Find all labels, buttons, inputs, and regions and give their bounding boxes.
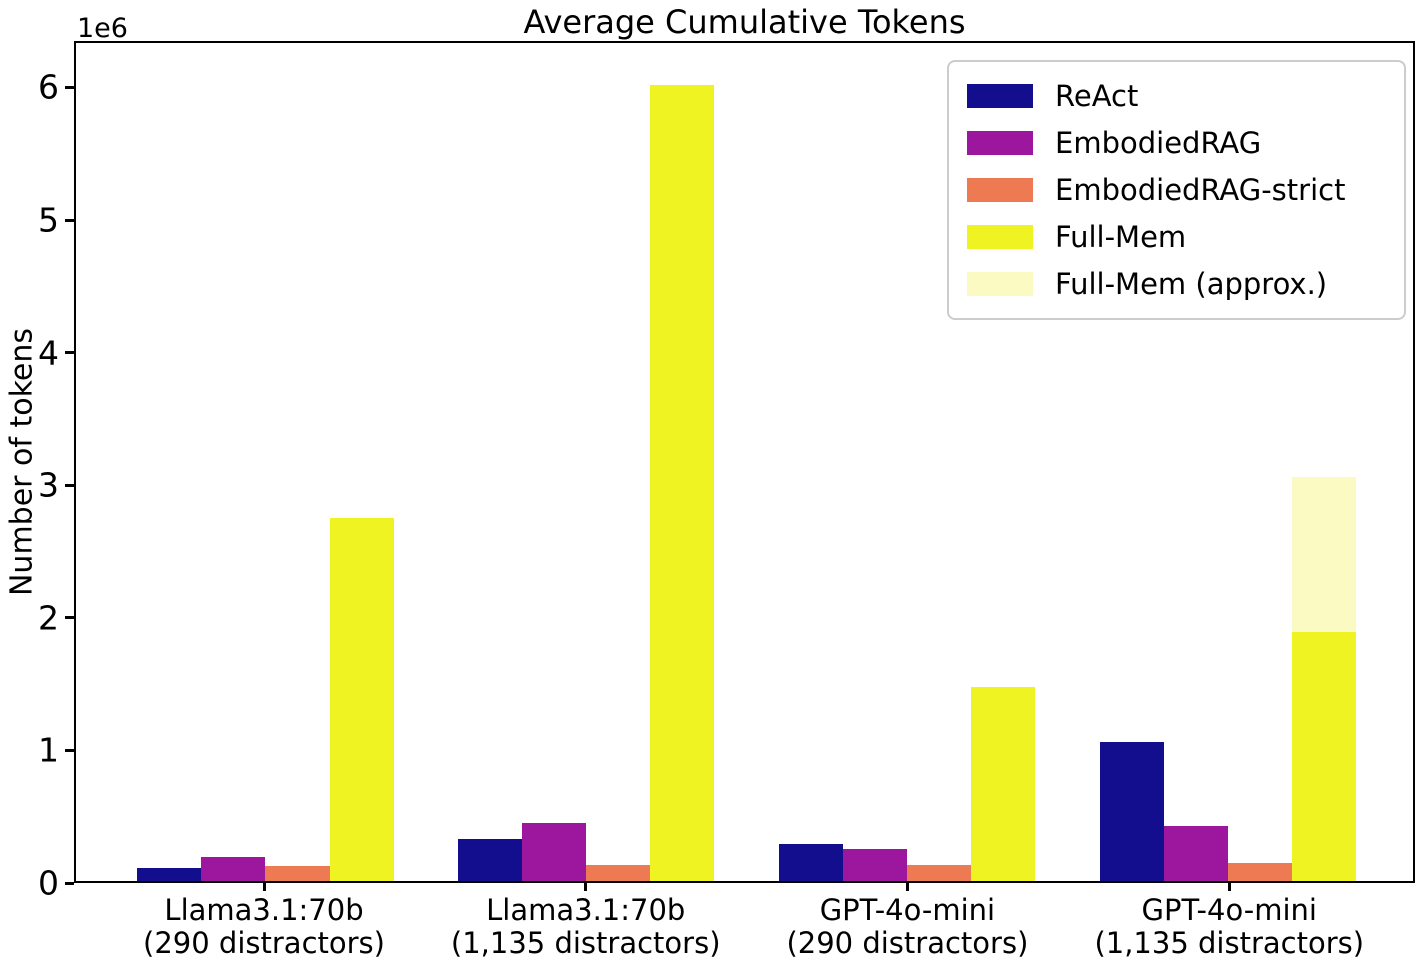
bar-embodiedrag-strict-group3 (906, 864, 972, 881)
bar-embodiedrag-group4 (1163, 826, 1228, 881)
y-tick-label: 5 (38, 200, 59, 240)
x-tick-label-group1: Llama3.1:70b (290 distractors) (143, 893, 385, 961)
legend-item-full-mem: Full-Mem (967, 220, 1386, 254)
y-tick-label: 1 (38, 730, 59, 770)
bar-full-mem-group1 (329, 518, 394, 881)
bar-embodiedrag-group1 (201, 856, 266, 881)
x-tick-mark (262, 883, 266, 891)
legend-label: EmbodiedRAG-strict (1055, 172, 1346, 207)
legend-swatch-embodiedrag (967, 130, 1033, 155)
bar-full-mem-approx-group4 (1291, 477, 1357, 632)
bar-react-group3 (778, 844, 843, 881)
legend-item-full-mem-approx: Full-Mem (approx.) (967, 267, 1386, 301)
legend-swatch-full-mem-approx (967, 272, 1033, 297)
y-tick-label: 4 (38, 333, 59, 373)
legend-swatch-react (967, 83, 1033, 108)
legend-label: Full-Mem (1055, 220, 1187, 255)
legend-item-embodiedrag: EmbodiedRAG (967, 126, 1386, 160)
y-tick-label: 0 (38, 863, 59, 903)
bar-embodiedrag-strict-group4 (1227, 863, 1292, 881)
x-tick-label-group2: Llama3.1:70b (1,135 distractors) (450, 893, 721, 961)
bar-embodiedrag-strict-group1 (265, 866, 330, 881)
x-tick-label-group4: GPT-4o-mini (1,135 distractors) (1094, 893, 1365, 961)
legend-item-react: ReAct (967, 79, 1386, 113)
y-tick-mark (65, 218, 74, 222)
bar-embodiedrag-group2 (522, 822, 587, 881)
y-tick-mark (65, 616, 74, 620)
plot-area: ReAct EmbodiedRAG EmbodiedRAG-strict Full-M… (74, 41, 1415, 883)
legend-label: ReAct (1055, 78, 1139, 113)
y-tick-mark (65, 483, 74, 487)
legend-label: EmbodiedRAG (1055, 125, 1262, 160)
legend-label: Full-Mem (approx.) (1055, 267, 1328, 302)
y-tick-mark (65, 351, 74, 355)
y-tick-label: 6 (38, 67, 59, 107)
bar-embodiedrag-strict-group2 (586, 864, 651, 881)
y-tick-mark (65, 881, 74, 885)
y-tick-label: 3 (38, 465, 59, 505)
bar-react-group1 (137, 867, 202, 881)
x-tick-label-group3: GPT-4o-mini (290 distractors) (786, 893, 1029, 961)
y-tick-label: 2 (38, 598, 59, 638)
y-tick-mark (65, 85, 74, 89)
legend-item-embodiedrag-strict: EmbodiedRAG-strict (967, 173, 1386, 207)
legend-swatch-full-mem (967, 225, 1033, 250)
bar-full-mem-group2 (650, 85, 715, 881)
chart-title: Average Cumulative Tokens (523, 3, 966, 41)
bar-embodiedrag-group3 (842, 849, 907, 881)
y-axis-offset-label: 1e6 (77, 13, 128, 44)
bar-full-mem-group3 (971, 687, 1036, 881)
legend: ReAct EmbodiedRAG EmbodiedRAG-strict Full-M… (947, 60, 1406, 320)
x-tick-mark (584, 883, 588, 891)
y-tick-mark (65, 748, 74, 752)
bar-react-group2 (457, 838, 523, 881)
bar-react-group4 (1099, 742, 1164, 881)
bar-full-mem-group4 (1291, 631, 1357, 881)
x-tick-mark (1227, 883, 1231, 891)
legend-swatch-embodiedrag-strict (967, 177, 1033, 202)
x-tick-mark (905, 883, 909, 891)
